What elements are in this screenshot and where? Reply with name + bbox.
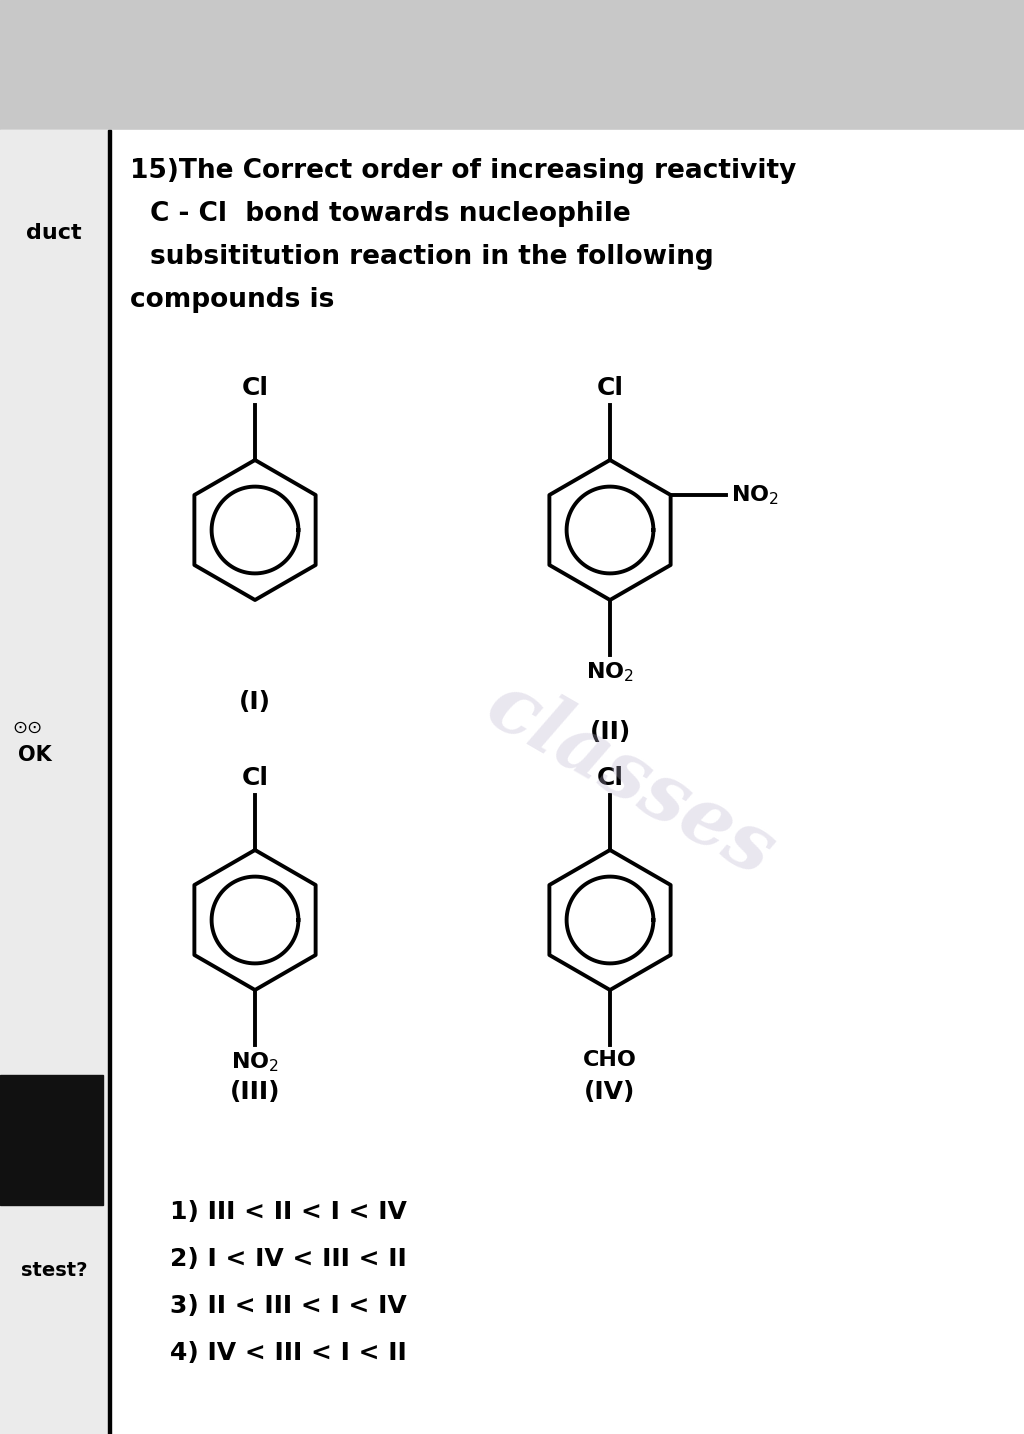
Text: compounds is: compounds is — [130, 287, 335, 313]
Text: Cl: Cl — [597, 766, 624, 790]
Bar — [0, 0, 1024, 130]
Text: C - Cl  bond towards nucleophile: C - Cl bond towards nucleophile — [150, 201, 631, 227]
Text: 3) II < III < I < IV: 3) II < III < I < IV — [170, 1293, 407, 1318]
Text: Cl: Cl — [242, 766, 268, 790]
Text: duct: duct — [27, 224, 82, 242]
Text: Cl: Cl — [597, 376, 624, 400]
Text: NO$_2$: NO$_2$ — [730, 483, 778, 506]
Text: (I): (I) — [239, 690, 271, 714]
Text: classes: classes — [472, 667, 787, 893]
Text: (II): (II) — [590, 720, 631, 744]
Text: (IV): (IV) — [585, 1080, 636, 1104]
Bar — [108, 130, 111, 1434]
Text: 4) IV < III < I < II: 4) IV < III < I < II — [170, 1341, 407, 1365]
Text: 2) I < IV < III < II: 2) I < IV < III < II — [170, 1248, 407, 1271]
Text: 1) III < II < I < IV: 1) III < II < I < IV — [170, 1200, 407, 1225]
Text: CHO: CHO — [583, 1050, 637, 1070]
Text: Cl: Cl — [242, 376, 268, 400]
Text: OK: OK — [18, 746, 52, 764]
Text: stest?: stest? — [20, 1260, 87, 1279]
Text: ⊙⊙: ⊙⊙ — [13, 718, 43, 737]
Text: NO$_2$: NO$_2$ — [231, 1050, 279, 1074]
Text: subsititution reaction in the following: subsititution reaction in the following — [150, 244, 714, 270]
Bar — [0, 130, 108, 1434]
Text: (III): (III) — [229, 1080, 281, 1104]
Text: NO$_2$: NO$_2$ — [586, 660, 634, 684]
Bar — [0, 1076, 103, 1205]
Text: 15)The Correct order of increasing reactivity: 15)The Correct order of increasing react… — [130, 158, 797, 184]
